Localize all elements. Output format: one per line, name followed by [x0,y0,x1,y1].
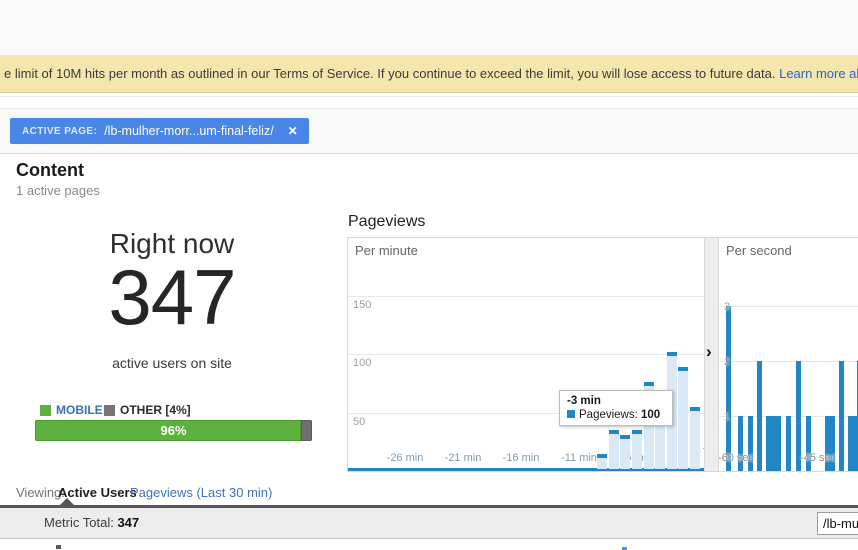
active-tab-notch [59,498,75,506]
y-axis-tick: 2 [724,356,731,368]
quota-warning-banner: e limit of 10M hits per month as outline… [0,55,858,93]
per-minute-label: Per minute [355,243,418,258]
pageviews-second-bar[interactable] [848,416,853,471]
metric-total-bar: Metric Total: 347 [0,505,858,539]
chip-value: /lb-mulher-morr...um-final-feliz/ [104,124,274,138]
active-pages-count: 1 active pages [16,183,100,198]
per-second-chart: Per second 3 2 1 -60 sec -45 sec [719,238,858,471]
pageviews-second-bar[interactable] [839,361,844,471]
page-title: Content [16,160,84,180]
table-header-peek [56,545,61,549]
metric-total-label: Metric Total: 347 [44,515,140,530]
chart-tooltip: -3 min Pageviews: 100 [559,390,673,426]
gridline [348,413,704,414]
learn-more-link[interactable]: Learn more ab [779,66,858,81]
x-axis-tick: -11 min [561,452,597,464]
device-split-bar: 96% [35,420,312,441]
pageviews-bar[interactable] [620,435,630,469]
y-axis-tick: 50 [353,416,366,428]
pageviews-title: Pageviews [348,213,426,230]
x-axis-tick: -16 min [502,452,540,464]
metric-total-value: 347 [117,515,140,530]
y-axis-tick: 1 [724,411,731,423]
table-link-peek [622,547,627,550]
divider-line [0,96,858,97]
active-users-count: 347 [108,253,236,341]
mobile-segment[interactable] [35,420,301,441]
per-second-label: Per second [726,243,792,258]
pageviews-bar[interactable] [609,430,619,469]
gridline [348,354,704,355]
viewing-label: Viewing: [16,485,65,500]
bar-cap [678,367,688,371]
pageviews-second-bar[interactable] [825,416,830,471]
tooltip-value: 100 [641,409,661,421]
pageviews-second-bar[interactable] [738,416,743,471]
mobile-percentage: 96% [160,423,187,438]
bar-cap [690,407,700,411]
x-axis-line [348,468,704,471]
pageviews-second-bar[interactable] [726,306,731,471]
y-axis-tick: 3 [724,301,731,313]
bar-cap [632,430,642,434]
pageviews-second-bar[interactable] [776,416,781,471]
series-swatch-icon [567,410,575,418]
tooltip-title: -3 min [567,395,601,407]
chart-expander[interactable]: › [704,238,719,471]
pageviews-second-bar[interactable] [757,361,762,471]
x-axis-tick: -45 sec [799,452,837,464]
quota-warning-text: e limit of 10M hits per month as outline… [4,66,780,81]
mobile-legend-swatch [40,405,51,416]
tab-pageviews-last-30-min[interactable]: Pageviews (Last 30 min) [130,485,273,500]
top-strip [0,0,858,55]
page-filter-input[interactable] [817,512,858,535]
x-axis-tick: -26 min [386,452,424,464]
pageviews-bar[interactable] [597,454,607,469]
tooltip-series: Pageviews: [579,409,638,421]
legend-other: OTHER [4%] [120,403,191,417]
gridline [348,296,704,297]
filter-bar: ACTIVE PAGE: /lb-mulher-morr...um-final-… [0,108,858,154]
chip-label: ACTIVE PAGE: [22,125,98,137]
legend-mobile[interactable]: MOBILE [56,403,103,417]
x-axis-tick: -60 sec [719,452,755,464]
gridline [719,361,858,362]
close-icon[interactable]: ✕ [287,124,298,138]
bar-cap [597,454,607,458]
tab-active-users[interactable]: Active Users [58,485,137,500]
pageviews-second-bar[interactable] [853,416,858,471]
pageviews-second-bar[interactable] [748,416,753,471]
y-axis-tick: 150 [353,299,372,311]
y-axis-tick: 100 [353,357,372,369]
bar-cap [644,382,654,386]
bar-cap [620,435,630,439]
pageviews-second-bar[interactable] [806,416,811,471]
other-segment[interactable] [301,420,312,441]
pageviews-bar[interactable] [632,430,642,469]
pageviews-second-bar[interactable] [830,416,835,471]
other-legend-swatch [104,405,115,416]
pageviews-second-bar[interactable] [771,416,776,471]
pageviews-bar[interactable] [678,367,688,469]
bar-cap [667,352,677,356]
pageviews-second-bar[interactable] [786,416,791,471]
bar-cap [609,430,619,434]
chevron-right-icon[interactable]: › [706,342,712,361]
pageviews-second-bar[interactable] [766,416,771,471]
gridline [719,306,858,307]
active-users-caption: active users on site [112,355,232,371]
pageviews-second-bar[interactable] [796,361,801,471]
active-page-filter-chip[interactable]: ACTIVE PAGE: /lb-mulher-morr...um-final-… [10,118,309,144]
x-axis-tick: -21 min [444,452,482,464]
pageviews-bar[interactable] [690,407,700,469]
right-now-title: Right now [109,228,235,259]
